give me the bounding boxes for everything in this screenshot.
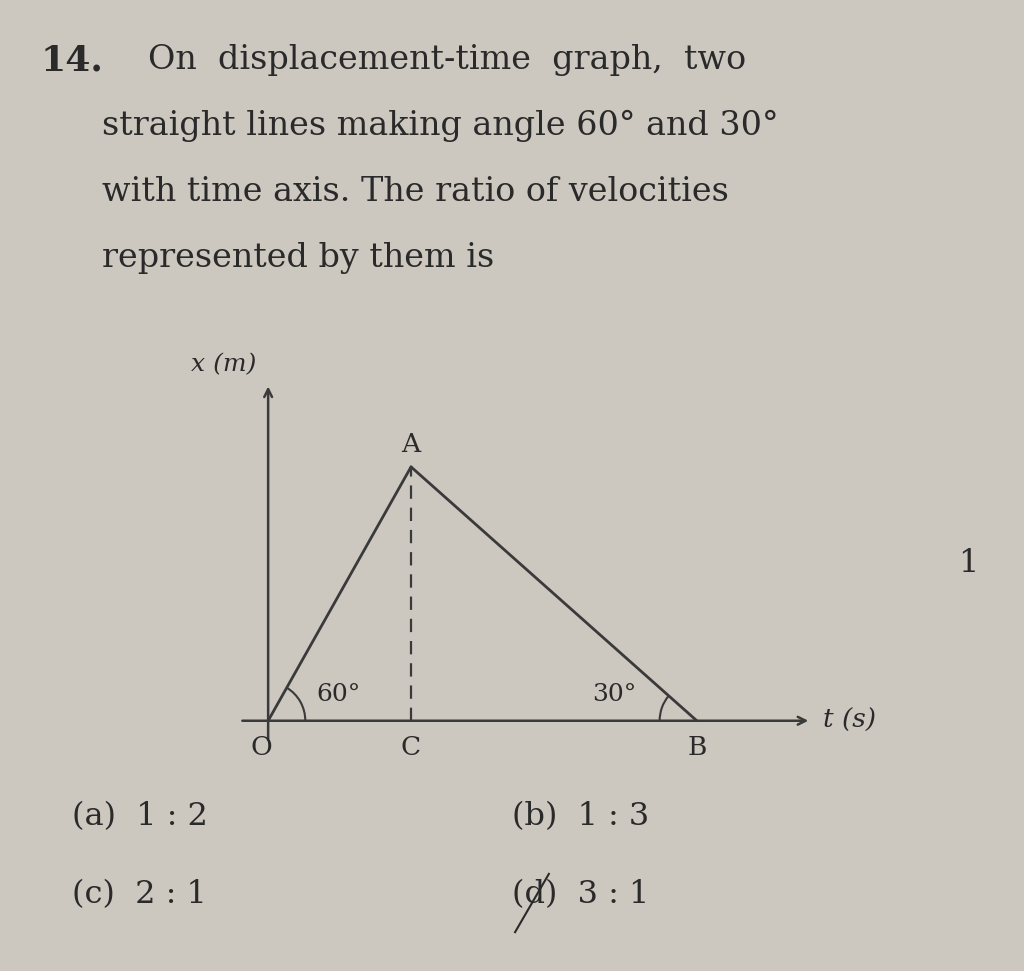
- Text: O: O: [250, 735, 272, 760]
- Text: straight lines making angle 60° and 30°: straight lines making angle 60° and 30°: [102, 110, 779, 142]
- Text: A: A: [401, 432, 421, 456]
- Text: B: B: [687, 735, 707, 760]
- Text: 14.: 14.: [41, 44, 103, 78]
- Text: with time axis. The ratio of velocities: with time axis. The ratio of velocities: [102, 176, 729, 208]
- Text: 60°: 60°: [316, 683, 361, 706]
- Text: (b)  1 : 3: (b) 1 : 3: [512, 801, 649, 832]
- Text: On  displacement-time  graph,  two: On displacement-time graph, two: [148, 44, 746, 76]
- Text: (d)  3 : 1: (d) 3 : 1: [512, 879, 649, 910]
- Text: C: C: [401, 735, 421, 760]
- Text: x (m): x (m): [191, 353, 257, 377]
- Text: 30°: 30°: [593, 683, 637, 706]
- Text: 1: 1: [957, 548, 978, 579]
- Text: represented by them is: represented by them is: [102, 242, 495, 274]
- Text: (c)  2 : 1: (c) 2 : 1: [72, 879, 207, 910]
- Text: (a)  1 : 2: (a) 1 : 2: [72, 801, 208, 832]
- Text: t (s): t (s): [822, 708, 876, 733]
